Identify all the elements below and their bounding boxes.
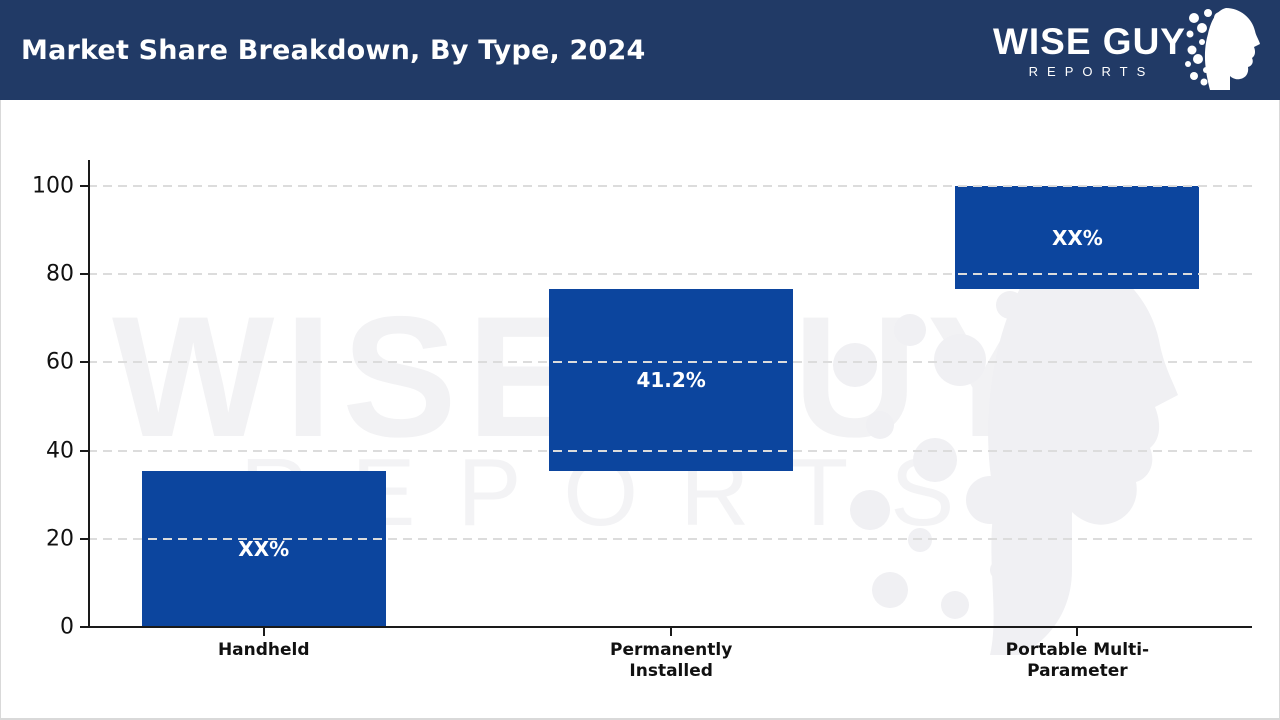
logo-subtext: REPORTS: [1028, 63, 1155, 79]
wise-guy-reports-logo: WISE GUY REPORTS: [993, 4, 1280, 96]
y-tick-0: [80, 626, 88, 628]
bar-handheld: [141, 470, 386, 627]
y-tick-label: 40: [46, 438, 74, 464]
gridline-y-80: [88, 273, 1252, 276]
y-tick-80: [80, 273, 88, 276]
y-tick-label: 20: [46, 526, 74, 552]
gridline-y-60: [88, 361, 1252, 364]
y-tick-label: 0: [60, 614, 74, 640]
x-tick-1: [670, 628, 673, 636]
bar-value-label: 41.2%: [636, 368, 706, 393]
y-tick-100: [80, 185, 88, 187]
y-tick-label: 80: [46, 261, 74, 287]
y-tick-label: 100: [32, 173, 74, 199]
x-category-label: Permanently Installed: [609, 640, 733, 682]
logo-text: WISE GUY REPORTS: [993, 23, 1186, 78]
logo-wordmark: WISE GUY: [992, 20, 1186, 62]
x-axis-line: [88, 626, 1252, 628]
page-title: Market Share Breakdown, By Type, 2024: [21, 34, 646, 66]
y-tick-20: [80, 537, 88, 540]
gridline-y-20: [88, 537, 1252, 540]
bar-permanently-installed: [549, 289, 794, 471]
bar-value-label: XX%: [238, 536, 290, 561]
gridline-y-40: [88, 449, 1252, 452]
logo-head-icon: [1180, 4, 1266, 96]
header-bar: Market Share Breakdown, By Type, 2024 WI…: [0, 0, 1280, 100]
x-tick-2: [1076, 628, 1079, 636]
x-tick-0: [262, 628, 265, 636]
y-axis-line: [88, 160, 90, 628]
bar-value-label: XX%: [1051, 225, 1103, 250]
y-tick-60: [80, 361, 88, 364]
y-tick-40: [80, 449, 88, 452]
y-tick-label: 60: [46, 349, 74, 375]
gridline-y-100: [88, 185, 1252, 187]
x-category-label: Portable Multi- Parameter: [1005, 640, 1150, 682]
x-category-label: Handheld: [217, 640, 310, 660]
